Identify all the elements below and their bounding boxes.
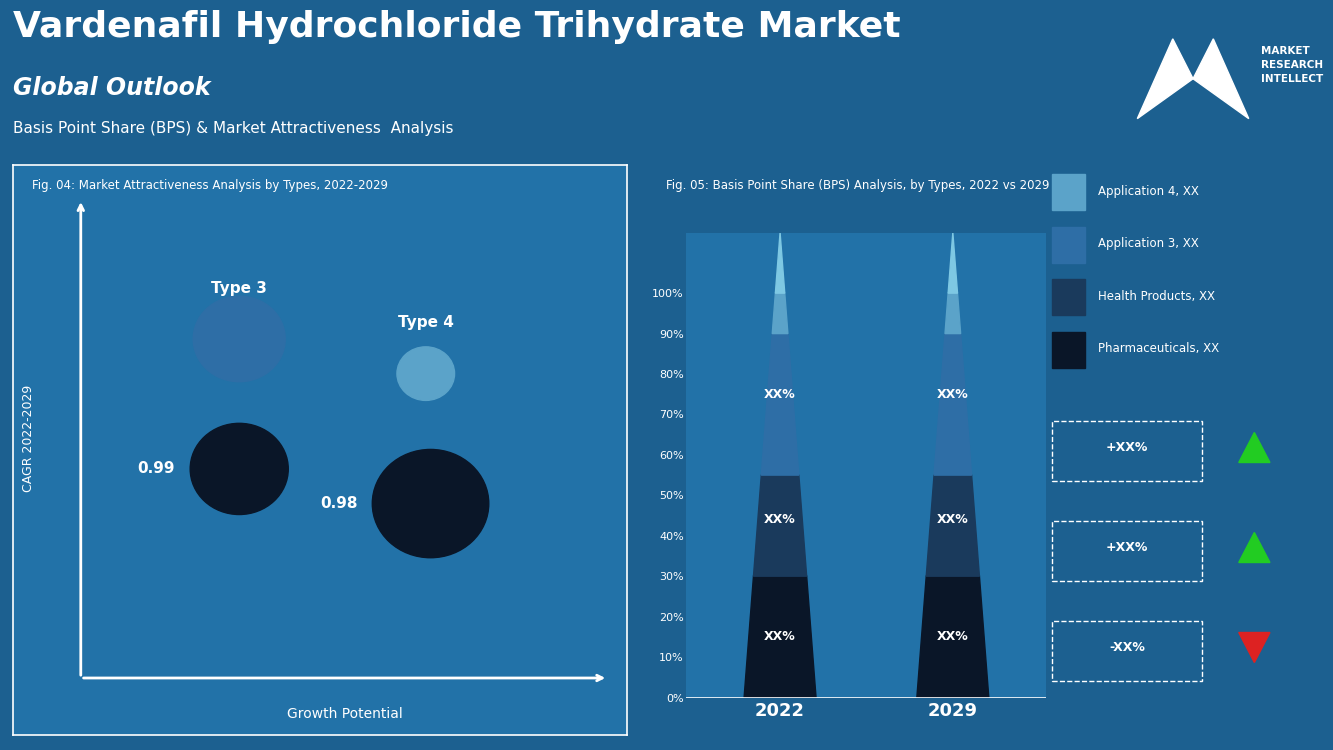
FancyBboxPatch shape (1052, 280, 1085, 315)
Text: Growth Potential: Growth Potential (287, 706, 403, 721)
Text: Application 4, XX: Application 4, XX (1098, 184, 1200, 198)
Text: CAGR 2022-2029: CAGR 2022-2029 (23, 385, 35, 492)
Text: XX%: XX% (764, 388, 796, 400)
Polygon shape (934, 334, 972, 475)
Text: Global Outlook: Global Outlook (13, 76, 211, 100)
Text: XX%: XX% (937, 388, 969, 400)
Text: XX%: XX% (937, 513, 969, 526)
Polygon shape (945, 293, 961, 334)
Text: Health Products, XX: Health Products, XX (1098, 290, 1216, 303)
Circle shape (191, 423, 288, 514)
Text: Application 3, XX: Application 3, XX (1098, 237, 1200, 250)
Text: Basis Point Share (BPS) & Market Attractiveness  Analysis: Basis Point Share (BPS) & Market Attract… (13, 122, 453, 136)
Circle shape (397, 346, 455, 400)
Text: -XX%: -XX% (1109, 641, 1145, 654)
Text: +XX%: +XX% (1106, 541, 1148, 554)
FancyBboxPatch shape (1052, 175, 1085, 210)
Text: Type 4: Type 4 (397, 315, 453, 330)
Polygon shape (1238, 433, 1270, 463)
FancyBboxPatch shape (1052, 227, 1085, 262)
Text: 0.99: 0.99 (137, 461, 175, 476)
Text: MARKET
RESEARCH
INTELLECT: MARKET RESEARCH INTELLECT (1261, 46, 1324, 83)
Text: Fig. 05: Basis Point Share (BPS) Analysis, by Types, 2022 vs 2029: Fig. 05: Basis Point Share (BPS) Analysi… (666, 179, 1050, 192)
Text: Pharmaceuticals, XX: Pharmaceuticals, XX (1098, 342, 1220, 355)
Polygon shape (926, 475, 980, 576)
Polygon shape (776, 232, 785, 293)
FancyBboxPatch shape (1052, 332, 1085, 368)
Polygon shape (1238, 632, 1270, 662)
Polygon shape (948, 232, 957, 293)
Polygon shape (1193, 39, 1249, 119)
Polygon shape (772, 293, 788, 334)
Polygon shape (1137, 39, 1193, 119)
Polygon shape (744, 576, 816, 698)
Text: XX%: XX% (764, 630, 796, 644)
Text: XX%: XX% (937, 630, 969, 644)
Circle shape (372, 449, 489, 558)
Polygon shape (1238, 532, 1270, 562)
Polygon shape (753, 475, 806, 576)
Text: XX%: XX% (764, 513, 796, 526)
Text: Fig. 04: Market Attractiveness Analysis by Types, 2022-2029: Fig. 04: Market Attractiveness Analysis … (32, 179, 388, 192)
Polygon shape (917, 576, 989, 698)
Polygon shape (761, 334, 798, 475)
Circle shape (193, 296, 285, 382)
Text: Vardenafil Hydrochloride Trihydrate Market: Vardenafil Hydrochloride Trihydrate Mark… (13, 10, 901, 44)
Text: +XX%: +XX% (1106, 441, 1148, 454)
Text: 0.98: 0.98 (320, 496, 357, 511)
Text: Type 3: Type 3 (212, 280, 267, 296)
